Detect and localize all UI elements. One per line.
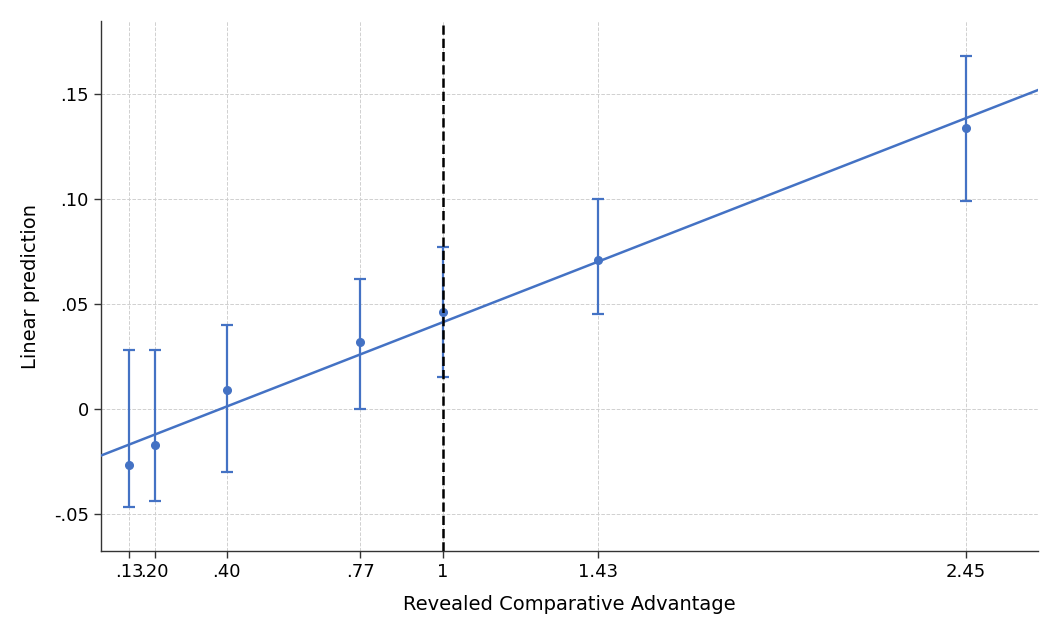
X-axis label: Revealed Comparative Advantage: Revealed Comparative Advantage: [403, 595, 736, 614]
Y-axis label: Linear prediction: Linear prediction: [21, 204, 40, 369]
